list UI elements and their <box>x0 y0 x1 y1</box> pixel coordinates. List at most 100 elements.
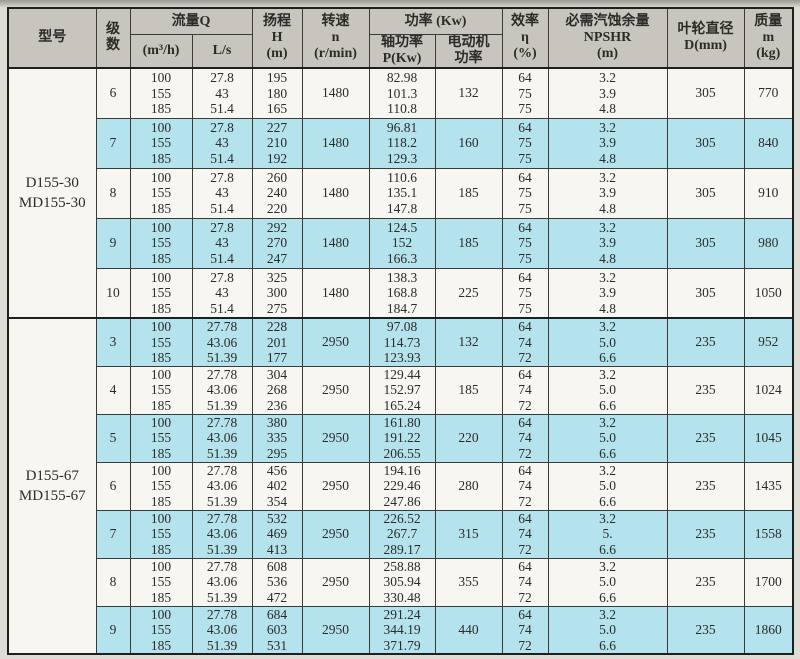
col-header-model: 型号 <box>7 7 97 69</box>
stages-cell: 5 <box>95 413 131 463</box>
col-header-motor-power: 电动机 功率 <box>434 34 503 69</box>
impeller-cell: 305 <box>666 67 745 119</box>
shaft-power-cell: 161.80 191.22 206.55 <box>368 413 436 463</box>
flow-ls-cell: 27.78 43.06 51.39 <box>191 317 253 367</box>
mass-cell: 1045 <box>743 413 794 463</box>
spec-row: D155-30 MD155-30 6 100 155 185 27.8 43 51.4… <box>7 67 794 319</box>
shaft-power-cell: 97.08 114.73 123.93 <box>368 317 436 367</box>
col-header-stages: 级 数 <box>95 7 131 69</box>
npshr-cell: 3.2 3.9 4.8 <box>547 117 668 169</box>
npshr-cell: 3.2 5.0 6.6 <box>547 365 668 415</box>
motor-power-cell: 160 <box>434 117 503 169</box>
spec-row: 8 100 155 185 27.78 43.06 51.39 608 536 472… <box>8 557 794 607</box>
flow-ls-cell: 27.8 43 51.4 <box>191 117 253 169</box>
flow-m3h-cell: 100 155 185 <box>129 509 193 559</box>
col-header-npshr: 必需汽蚀余量 NPSHR (m) <box>547 7 668 69</box>
mass-cell: 1435 <box>743 461 794 511</box>
npshr-cell: 3.2 5. 6.6 <box>547 509 668 559</box>
flow-m3h-cell: 100 155 185 <box>129 557 193 607</box>
shaft-power-cell: 82.98 101.3 110.8 <box>368 67 436 119</box>
col-header-head: 扬程 H (m) <box>251 7 303 69</box>
shaft-power-cell: 194.16 229.46 247.86 <box>368 461 436 511</box>
stages-cell: 4 <box>95 365 131 415</box>
spec-row: 10 100 155 185 27.8 43 51.4 325 300 275 1480… <box>8 267 794 319</box>
npshr-cell: 3.2 5.0 6.6 <box>547 557 668 607</box>
impeller-cell: 235 <box>666 557 745 607</box>
efficiency-cell: 64 74 72 <box>501 365 549 415</box>
motor-power-cell: 132 <box>434 317 503 367</box>
mass-cell: 1024 <box>743 365 794 415</box>
efficiency-cell: 64 75 75 <box>501 67 549 119</box>
speed-cell: 1480 <box>301 217 370 269</box>
flow-ls-cell: 27.8 43 51.4 <box>191 267 253 319</box>
mass-cell: 980 <box>743 217 794 269</box>
impeller-cell: 235 <box>666 509 745 559</box>
head-cell: 456 402 354 <box>251 461 303 511</box>
mass-cell: 1700 <box>743 557 794 607</box>
shaft-power-cell: 110.6 135.1 147.8 <box>368 167 436 219</box>
shaft-power-cell: 129.44 152.97 165.24 <box>368 365 436 415</box>
efficiency-cell: 64 74 72 <box>501 461 549 511</box>
spec-row: 7 100 155 185 27.78 43.06 51.39 532 469 413… <box>8 509 794 559</box>
speed-cell: 2950 <box>301 509 370 559</box>
flow-ls-cell: 27.78 43.06 51.39 <box>191 461 253 511</box>
stages-cell: 7 <box>95 509 131 559</box>
npshr-cell: 3.2 3.9 4.8 <box>547 217 668 269</box>
col-header-impeller: 叶轮直径 D(mm) <box>666 7 745 69</box>
head-cell: 684 603 531 <box>251 605 303 655</box>
head-cell: 380 335 295 <box>251 413 303 463</box>
speed-cell: 1480 <box>301 117 370 169</box>
stages-cell: 9 <box>95 217 131 269</box>
efficiency-cell: 64 75 75 <box>501 167 549 219</box>
flow-m3h-cell: 100 155 185 <box>129 117 193 169</box>
efficiency-cell: 64 75 75 <box>501 117 549 169</box>
motor-power-cell: 185 <box>434 217 503 269</box>
npshr-cell: 3.2 3.9 4.8 <box>547 267 668 319</box>
flow-ls-cell: 27.78 43.06 51.39 <box>191 605 253 655</box>
efficiency-cell: 64 74 72 <box>501 413 549 463</box>
col-header-flow-ls: L/s <box>191 34 253 69</box>
spec-row: 7 100 155 185 27.8 43 51.4 227 210 192 1480 9… <box>8 117 794 169</box>
scan-edge-artifact <box>0 0 800 7</box>
impeller-cell: 235 <box>666 413 745 463</box>
impeller-cell: 235 <box>666 461 745 511</box>
flow-m3h-cell: 100 155 185 <box>129 267 193 319</box>
impeller-cell: 305 <box>666 267 745 319</box>
npshr-cell: 3.2 5.0 6.6 <box>547 317 668 367</box>
spec-row: 4 100 155 185 27.78 43.06 51.39 304 268 236… <box>8 365 794 415</box>
motor-power-cell: 132 <box>434 67 503 119</box>
mass-cell: 910 <box>743 167 794 219</box>
stages-cell: 10 <box>95 267 131 319</box>
speed-cell: 1480 <box>301 67 370 119</box>
head-cell: 195 180 165 <box>251 67 303 119</box>
stages-cell: 3 <box>95 317 131 367</box>
spec-row: 8 100 155 185 27.8 43 51.4 260 240 220 1480 1… <box>8 167 794 219</box>
speed-cell: 2950 <box>301 317 370 367</box>
motor-power-cell: 220 <box>434 413 503 463</box>
speed-cell: 2950 <box>301 557 370 607</box>
speed-cell: 2950 <box>301 461 370 511</box>
flow-m3h-cell: 100 155 185 <box>129 413 193 463</box>
col-header-efficiency: 效率 η (%) <box>501 7 549 69</box>
shaft-power-cell: 226.52 267.7 289.17 <box>368 509 436 559</box>
stages-cell: 6 <box>95 461 131 511</box>
impeller-cell: 235 <box>666 605 745 655</box>
efficiency-cell: 64 75 75 <box>501 217 549 269</box>
col-header-mass: 质量 m (kg) <box>743 7 794 69</box>
flow-ls-cell: 27.8 43 51.4 <box>191 167 253 219</box>
stages-cell: 6 <box>95 67 131 119</box>
flow-m3h-cell: 100 155 185 <box>129 365 193 415</box>
col-header-shaft-power: 轴功率 P(Kw) <box>368 34 436 69</box>
efficiency-cell: 64 74 72 <box>501 557 549 607</box>
flow-ls-cell: 27.78 43.06 51.39 <box>191 557 253 607</box>
mass-cell: 840 <box>743 117 794 169</box>
col-header-flow-m3h: (m³/h) <box>129 34 193 69</box>
head-cell: 228 201 177 <box>251 317 303 367</box>
flow-m3h-cell: 100 155 185 <box>129 67 193 119</box>
impeller-cell: 305 <box>666 117 745 169</box>
speed-cell: 2950 <box>301 413 370 463</box>
mass-cell: 1860 <box>743 605 794 655</box>
pump-spec-table: 型号 级 数 流量Q 扬程 H (m) 转速 n (r/min) 功率 (Kw)… <box>7 7 795 655</box>
flow-m3h-cell: 100 155 185 <box>129 605 193 655</box>
